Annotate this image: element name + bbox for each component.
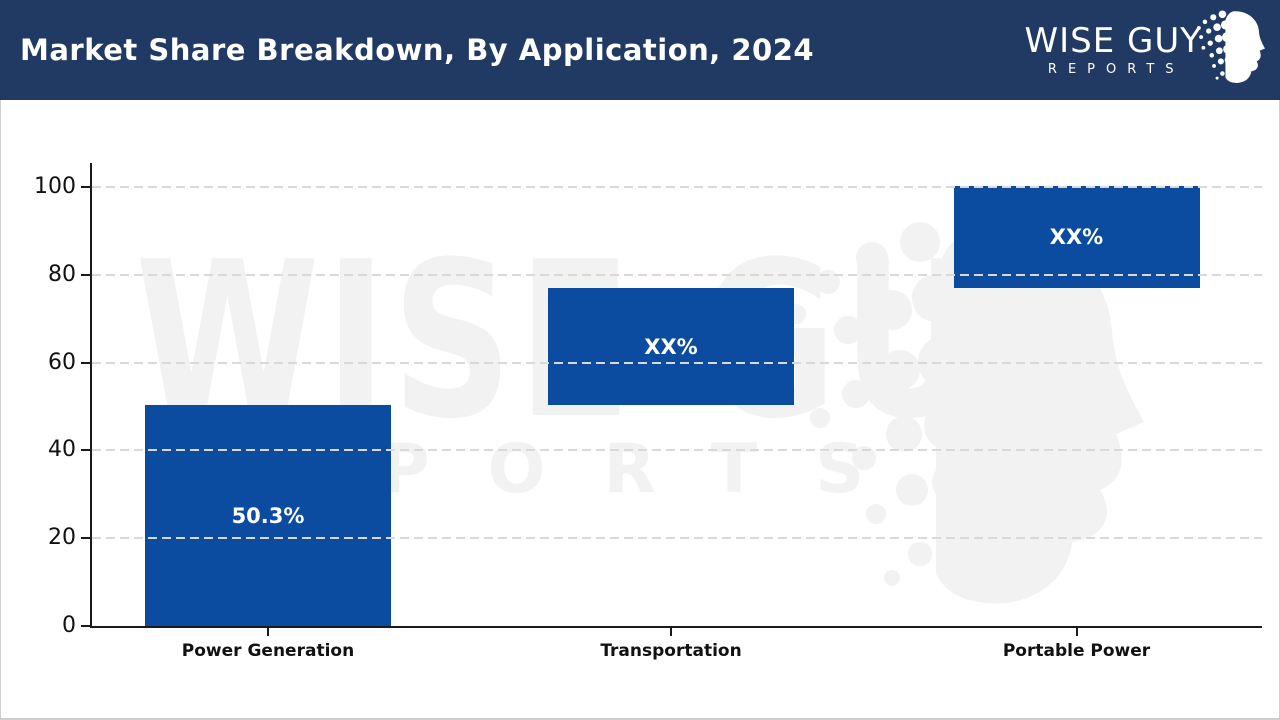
logo-wordmark-line1: WISE GUY	[1024, 21, 1202, 61]
x-axis-tick	[1075, 628, 1078, 636]
plot: 50.3% XX% XX% 0 20 40 60 80 100 Power Generation T…	[34, 163, 1262, 661]
logo-face-icon	[1196, 10, 1265, 83]
gridline-y-80	[92, 273, 1262, 276]
x-axis-tick	[267, 628, 269, 636]
y-axis-tick-label: 100	[34, 174, 76, 200]
y-axis-tick-label: 80	[48, 261, 76, 287]
y-axis-tick	[81, 449, 90, 452]
bar-segment: XX%	[548, 288, 794, 406]
bar-value-label: XX%	[644, 334, 698, 359]
chart-area: WISE GUY REPORTS 50.3% XX% XX% 0 20 40 60 80 100…	[0, 100, 1280, 720]
y-axis-tick	[81, 537, 90, 540]
gridline-y-60	[92, 361, 1262, 364]
x-axis-category-label: Portable Power	[1002, 641, 1151, 661]
bar-segment: 50.3%	[145, 405, 391, 626]
y-axis-tick-label: 20	[48, 525, 76, 551]
bar-value-label: XX%	[1049, 224, 1104, 249]
x-axis-category-label: Power Generation	[181, 641, 355, 661]
header: Market Share Breakdown, By Application, …	[0, 0, 1280, 100]
gridline-y-20	[92, 537, 1262, 540]
x-axis-tick	[670, 628, 672, 636]
gridline-y-40	[92, 449, 1262, 452]
wise-guy-logo: WISE GUY REPORTS	[1024, 8, 1268, 92]
bar-value-label: 50.3%	[231, 503, 305, 528]
x-axis-category-label: Transportation	[600, 641, 742, 661]
y-axis-tick-label: 60	[48, 349, 76, 375]
y-axis-tick	[81, 625, 90, 627]
y-axis-tick-label: 40	[48, 437, 76, 463]
y-axis-tick	[81, 186, 90, 189]
page-title: Market Share Breakdown, By Application, …	[20, 33, 815, 67]
logo-wordmark-line2: REPORTS	[1047, 62, 1185, 77]
bar-segment: XX%	[953, 185, 1200, 289]
y-axis-tick	[81, 361, 90, 364]
y-axis-tick-label: 0	[62, 613, 76, 638]
gridline-y-100	[92, 186, 1262, 189]
y-axis-tick	[81, 273, 90, 276]
logo-wordmark: WISE GUY REPORTS	[1024, 23, 1202, 77]
